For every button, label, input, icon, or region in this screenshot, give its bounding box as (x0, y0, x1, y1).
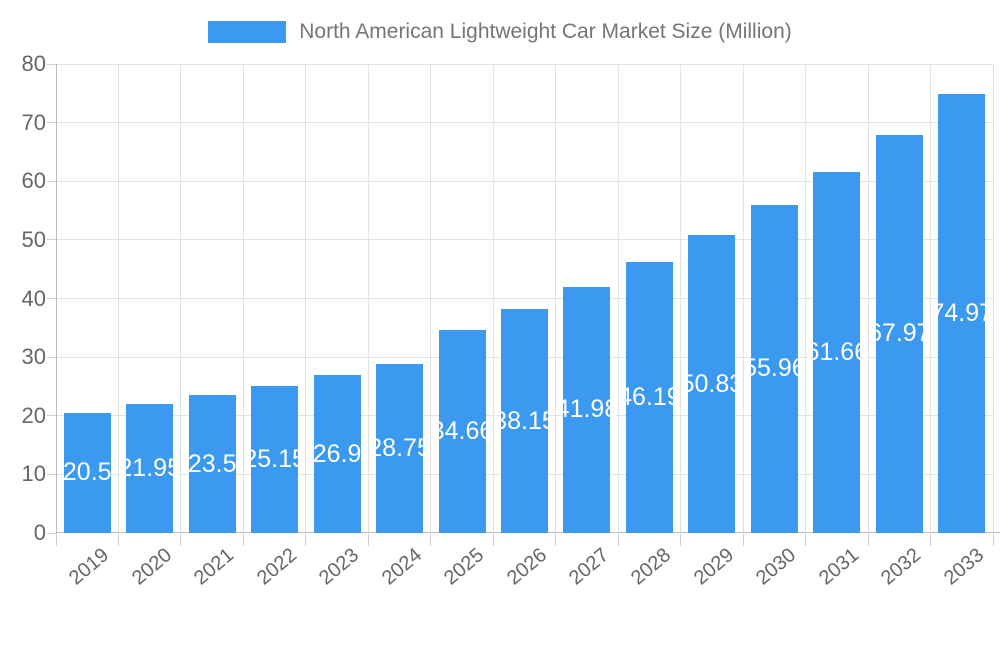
h-gridline (56, 63, 993, 65)
plot-area: 20.5 21.95 23.5 25.15 26.9 28.75 34.66 38.15 41.… (22, 53, 1000, 589)
v-gridline (492, 64, 494, 533)
bar-2027: 41.98 (556, 286, 618, 533)
x-tick (617, 534, 619, 546)
y-axis-line (56, 64, 57, 545)
x-tick (867, 534, 869, 546)
bar-value-label: 20.5 (62, 458, 112, 487)
x-tick (930, 534, 932, 546)
x-tick (180, 534, 182, 546)
x-tick (305, 534, 307, 546)
bar-2031: 61.66 (806, 171, 868, 533)
y-tick (47, 415, 56, 417)
y-tick-label: 40 (21, 285, 46, 311)
x-tick (742, 534, 744, 546)
bar-2022: 25.15 (243, 385, 306, 533)
bar-value-label: 21.95 (118, 454, 181, 483)
v-gridline (430, 64, 432, 533)
legend-label: North American Lightweight Car Market Si… (299, 20, 792, 43)
bar-2025: 34.66 (431, 329, 493, 533)
v-gridline (555, 64, 557, 533)
x-tick (805, 534, 807, 546)
x-tick (992, 534, 994, 546)
h-gridline (56, 239, 993, 241)
y-tick-label: 60 (21, 168, 46, 194)
bar-value-label: 28.75 (368, 434, 431, 463)
v-gridline (930, 64, 932, 533)
y-tick (47, 298, 56, 299)
bar-2020: 21.95 (118, 404, 181, 533)
v-gridline (742, 64, 744, 533)
y-tick-label: 30 (21, 344, 46, 370)
bar-2029: 50.83 (681, 235, 743, 533)
y-tick (47, 63, 56, 65)
y-tick-label: 50 (21, 226, 46, 252)
bar-2033: 74.97 (930, 93, 993, 533)
h-gridline (56, 180, 993, 182)
v-gridline (305, 64, 307, 533)
y-tick (47, 532, 56, 534)
y-tick-label: 80 (21, 51, 46, 76)
bar-2024: 28.75 (368, 364, 431, 533)
v-gridline (680, 64, 682, 533)
legend-swatch-icon (208, 21, 287, 43)
bar-value-label: 26.9 (312, 439, 362, 468)
x-tick (242, 534, 244, 546)
bar-value-label: 61.66 (805, 337, 869, 366)
y-tick-label: 70 (21, 109, 46, 135)
y-tick-label: 10 (21, 461, 46, 487)
v-gridline (367, 64, 369, 533)
bar-value-label: 46.19 (618, 383, 681, 412)
bar-value-label: 74.97 (930, 298, 994, 327)
bar-value-label: 25.15 (243, 444, 306, 473)
bar-value-label: 67.97 (868, 319, 931, 348)
chart-legend-item[interactable]: North American Lightweight Car Market Si… (0, 20, 1000, 44)
h-gridline (56, 122, 993, 124)
x-tick (555, 534, 557, 546)
bar-2028: 46.19 (618, 262, 681, 533)
bar-2026: 38.15 (493, 309, 556, 533)
bar-value-label: 41.98 (555, 395, 619, 424)
v-gridline (617, 64, 619, 533)
bar-value-label: 55.96 (743, 354, 806, 383)
x-tick (367, 534, 369, 546)
y-tick (47, 239, 56, 241)
y-tick (47, 356, 56, 358)
bar-2019: 20.5 (62, 412, 112, 533)
x-tick (680, 534, 682, 546)
v-gridline (867, 64, 869, 533)
bar-2021: 23.5 (187, 395, 237, 533)
bar-value-label: 23.5 (187, 449, 237, 478)
bar-2032: 67.97 (868, 134, 931, 533)
y-tick (47, 122, 56, 124)
x-tick (55, 534, 57, 546)
v-gridline (992, 64, 994, 533)
bar-2023: 26.9 (312, 375, 362, 533)
bar-value-label: 34.66 (430, 416, 494, 445)
v-gridline (242, 64, 244, 533)
bar-value-label: 50.83 (680, 369, 744, 398)
v-gridline (180, 64, 182, 533)
y-tick-label: 0 (33, 520, 46, 545)
v-gridline (117, 64, 119, 533)
x-tick (492, 534, 494, 546)
bar-value-label: 38.15 (493, 406, 556, 435)
h-gridline (56, 298, 993, 299)
x-tick (430, 534, 432, 546)
x-tick (117, 534, 119, 546)
bar-2030: 55.96 (743, 204, 806, 533)
y-tick-label: 20 (21, 402, 46, 428)
y-tick (47, 473, 56, 475)
y-tick (47, 180, 56, 182)
v-gridline (805, 64, 807, 533)
